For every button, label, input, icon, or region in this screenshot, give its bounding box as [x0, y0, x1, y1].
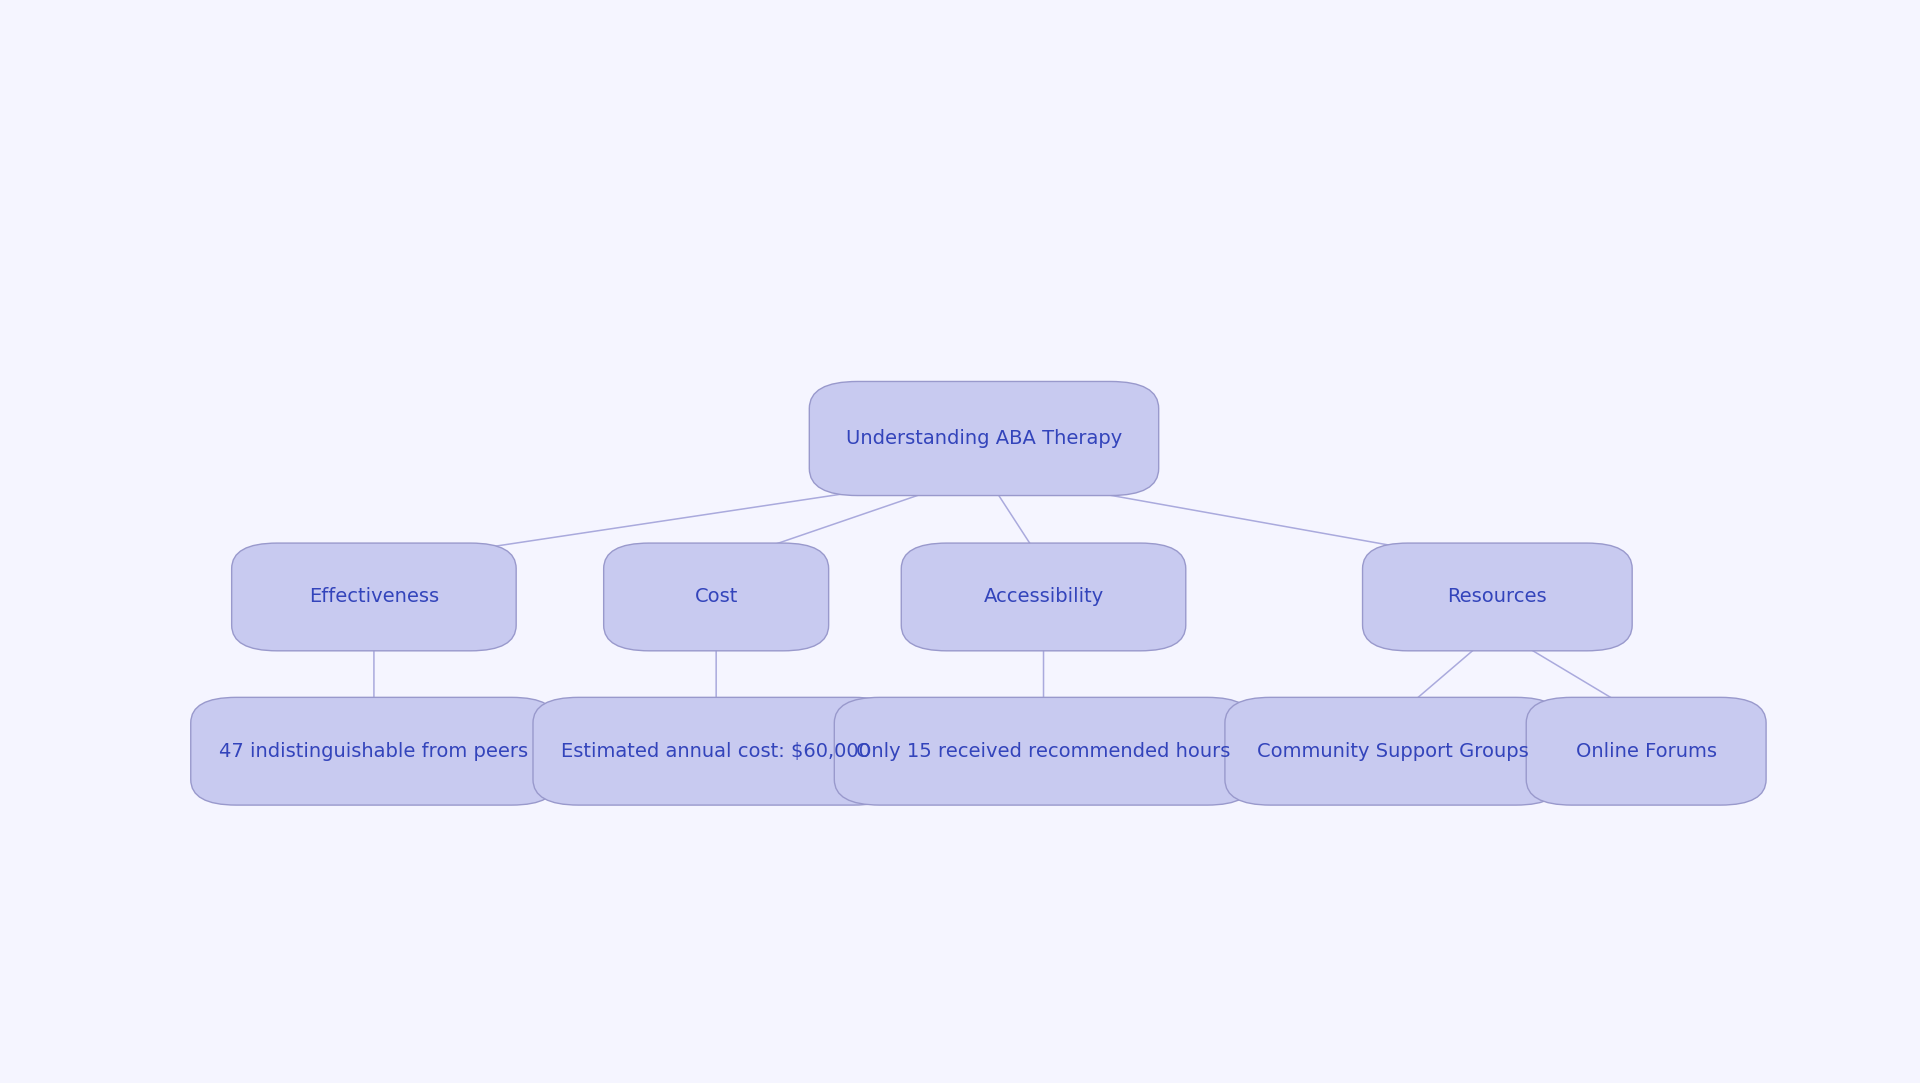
FancyBboxPatch shape — [900, 543, 1187, 651]
Text: Online Forums: Online Forums — [1576, 742, 1716, 760]
Text: Effectiveness: Effectiveness — [309, 587, 440, 606]
Text: 47 indistinguishable from peers: 47 indistinguishable from peers — [219, 742, 528, 760]
FancyBboxPatch shape — [603, 543, 829, 651]
Text: Resources: Resources — [1448, 587, 1548, 606]
Text: Estimated annual cost: $60,000: Estimated annual cost: $60,000 — [561, 742, 872, 760]
Text: Accessibility: Accessibility — [983, 587, 1104, 606]
FancyBboxPatch shape — [232, 543, 516, 651]
Text: Only 15 received recommended hours: Only 15 received recommended hours — [856, 742, 1231, 760]
FancyBboxPatch shape — [1526, 697, 1766, 805]
Text: Cost: Cost — [695, 587, 737, 606]
FancyBboxPatch shape — [835, 697, 1252, 805]
Text: Community Support Groups: Community Support Groups — [1258, 742, 1528, 760]
FancyBboxPatch shape — [1225, 697, 1561, 805]
FancyBboxPatch shape — [1363, 543, 1632, 651]
FancyBboxPatch shape — [534, 697, 899, 805]
Text: Understanding ABA Therapy: Understanding ABA Therapy — [847, 429, 1121, 448]
FancyBboxPatch shape — [810, 381, 1158, 496]
FancyBboxPatch shape — [190, 697, 557, 805]
